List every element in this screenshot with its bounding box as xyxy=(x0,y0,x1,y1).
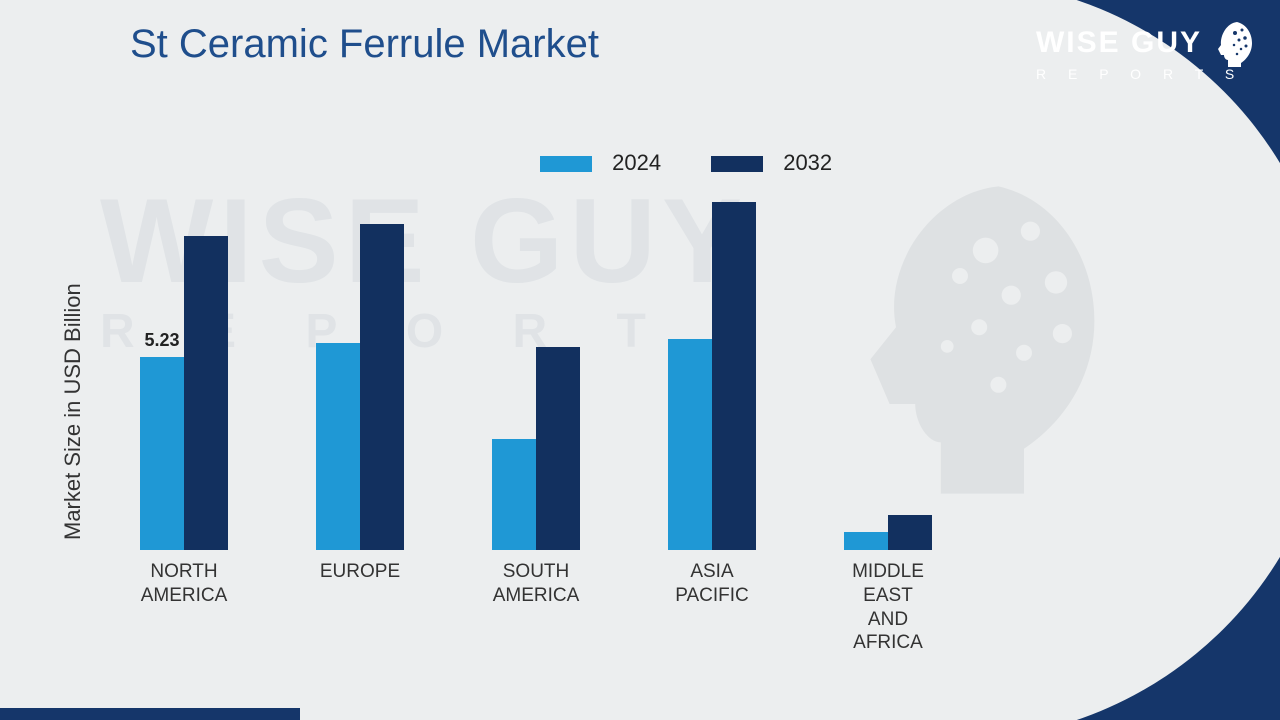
bar-2024 xyxy=(668,339,712,550)
bar-2024 xyxy=(844,532,888,551)
brand-logo: WISE GUY R E P O R T S xyxy=(1036,18,1256,82)
category-label: EUROPE xyxy=(320,560,400,584)
right-brand-panel xyxy=(975,0,1280,720)
bar-2032 xyxy=(184,236,228,551)
bar-2032 xyxy=(536,347,580,551)
legend: 2024 2032 xyxy=(540,150,832,176)
legend-swatch-2024 xyxy=(540,156,592,172)
bottom-accent-bar xyxy=(0,708,300,720)
category-label: MIDDLEEASTANDAFRICA xyxy=(852,560,924,655)
bar-2032 xyxy=(888,515,932,550)
y-axis-label: Market Size in USD Billion xyxy=(60,283,86,540)
legend-item-2024: 2024 xyxy=(540,150,661,176)
bar-2024 xyxy=(316,343,360,550)
category-label: SOUTHAMERICA xyxy=(493,560,580,608)
bar-value-label: 5.23 xyxy=(144,330,179,351)
chart-title: St Ceramic Ferrule Market xyxy=(130,22,599,67)
legend-swatch-2032 xyxy=(711,156,763,172)
brand-head-icon xyxy=(1206,18,1256,68)
bar-2032 xyxy=(360,224,404,550)
bar-group xyxy=(316,180,404,550)
category-label: NORTHAMERICA xyxy=(141,560,228,608)
brand-line2: R E P O R T S xyxy=(1036,66,1256,82)
chart-canvas: St Ceramic Ferrule Market WISE GUY R E P… xyxy=(0,0,1280,720)
bar-group xyxy=(492,180,580,550)
bar-group: 5.23 xyxy=(140,180,228,550)
category-label: ASIAPACIFIC xyxy=(675,560,749,608)
bar-2032 xyxy=(712,202,756,550)
legend-label-2024: 2024 xyxy=(612,150,661,175)
brand-line1: WISE GUY xyxy=(1036,26,1202,60)
legend-label-2032: 2032 xyxy=(783,150,832,175)
chart-plot-area: 5.23 xyxy=(110,180,940,550)
bar-group xyxy=(844,180,932,550)
bar-group xyxy=(668,180,756,550)
bar-2024 xyxy=(492,439,536,550)
legend-item-2032: 2032 xyxy=(711,150,832,176)
bar-2024 xyxy=(140,357,184,551)
